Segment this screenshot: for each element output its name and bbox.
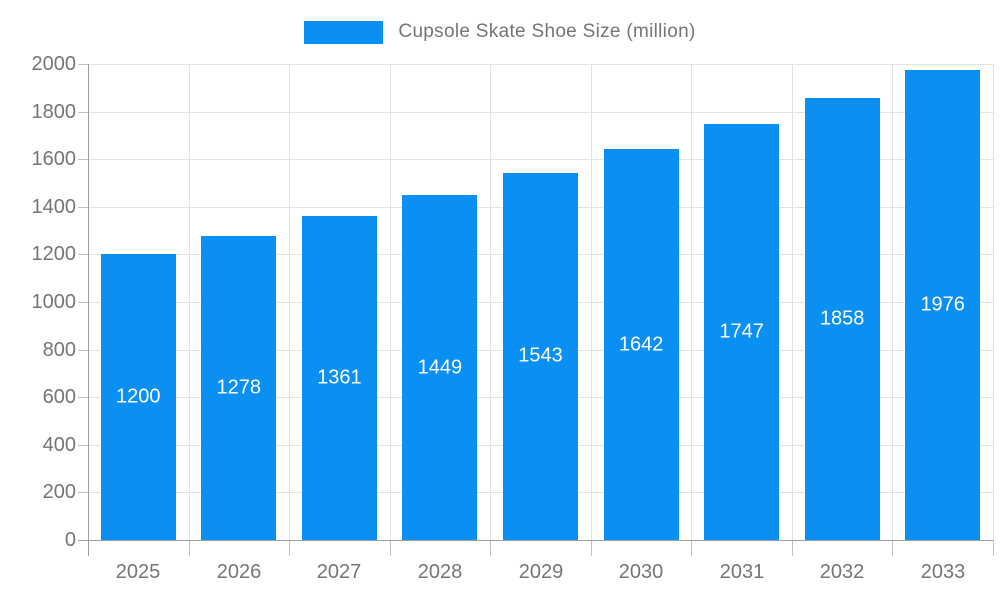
x-axis-tick-label: 2028 <box>417 561 463 583</box>
y-axis-tick-label: 800 <box>42 339 76 361</box>
y-axis-tick <box>78 159 88 160</box>
bar-value-label: 1449 <box>417 356 463 379</box>
x-axis-tick-label: 2032 <box>819 561 865 583</box>
legend-label: Cupsole Skate Shoe Size (million) <box>398 21 696 42</box>
x-axis-tick <box>691 540 692 556</box>
x-axis-tick-label: 2030 <box>618 561 664 583</box>
x-axis-tick-label: 2027 <box>316 561 362 583</box>
bar[interactable]: 1278 <box>201 235 277 540</box>
bar-value-label: 1543 <box>518 344 563 367</box>
bar-value-label: 1858 <box>819 307 865 330</box>
y-gridline <box>88 159 993 160</box>
x-axis-tick <box>490 540 491 556</box>
y-axis-tick <box>78 112 88 113</box>
legend-swatch-icon <box>304 20 384 44</box>
bar[interactable]: 1976 <box>905 69 981 540</box>
y-axis-tick-label: 1800 <box>31 101 77 123</box>
y-axis-tick <box>78 254 88 255</box>
y-axis-tick <box>78 445 88 446</box>
bar-value-label: 1747 <box>719 320 764 343</box>
bar[interactable]: 1642 <box>603 149 679 540</box>
x-axis-tick-label: 2033 <box>920 561 966 583</box>
bar[interactable]: 1200 <box>100 254 176 540</box>
x-axis-tick <box>289 540 290 556</box>
bar[interactable]: 1858 <box>804 97 880 540</box>
y-axis-tick <box>78 350 88 351</box>
x-gridline <box>189 64 190 540</box>
y-axis-tick <box>78 207 88 208</box>
y-axis-tick-label: 1400 <box>31 196 77 218</box>
bar[interactable]: 1361 <box>301 216 377 540</box>
y-axis-tick <box>78 302 88 303</box>
y-axis-tick <box>78 64 88 65</box>
x-gridline <box>892 64 893 540</box>
x-axis-tick-label: 2026 <box>216 561 262 583</box>
x-gridline <box>993 64 994 540</box>
y-gridline <box>88 112 993 113</box>
y-axis-tick-label: 1000 <box>31 291 77 313</box>
bar-value-label: 1200 <box>116 385 161 408</box>
x-axis-tick <box>591 540 592 556</box>
y-axis-tick-label: 600 <box>42 386 76 408</box>
bar-value-label: 1361 <box>317 366 362 389</box>
y-axis-tick-label: 2000 <box>31 53 77 75</box>
x-axis-line <box>78 540 993 541</box>
y-axis-line <box>88 64 89 556</box>
x-axis-tick <box>892 540 893 556</box>
y-axis-tick-label: 0 <box>64 529 76 551</box>
x-gridline <box>490 64 491 540</box>
y-gridline <box>88 64 993 65</box>
y-axis-tick-label: 200 <box>42 481 76 503</box>
bar[interactable]: 1543 <box>503 172 578 540</box>
bar-value-label: 1278 <box>216 376 262 399</box>
y-axis-tick-label: 1600 <box>31 148 77 170</box>
x-axis-tick <box>189 540 190 556</box>
x-gridline <box>792 64 793 540</box>
x-axis-tick-label: 2031 <box>719 561 765 583</box>
bar-value-label: 1642 <box>618 333 664 356</box>
x-axis-tick <box>792 540 793 556</box>
x-axis-tick-label: 2025 <box>115 561 161 583</box>
x-gridline <box>691 64 692 540</box>
x-gridline <box>591 64 592 540</box>
y-axis-tick <box>78 397 88 398</box>
x-gridline <box>390 64 391 540</box>
bar[interactable]: 1449 <box>402 195 478 540</box>
x-gridline <box>289 64 290 540</box>
y-axis-tick <box>78 492 88 493</box>
y-axis-tick-label: 1200 <box>31 243 77 265</box>
x-axis-tick-label: 2029 <box>518 561 564 583</box>
bar[interactable]: 1747 <box>704 124 780 540</box>
bar-value-label: 1976 <box>920 293 965 316</box>
x-axis-tick <box>390 540 391 556</box>
legend-item[interactable]: Cupsole Skate Shoe Size (million) <box>0 17 1000 47</box>
x-axis-tick <box>993 540 994 556</box>
y-axis-tick-label: 400 <box>42 434 76 456</box>
